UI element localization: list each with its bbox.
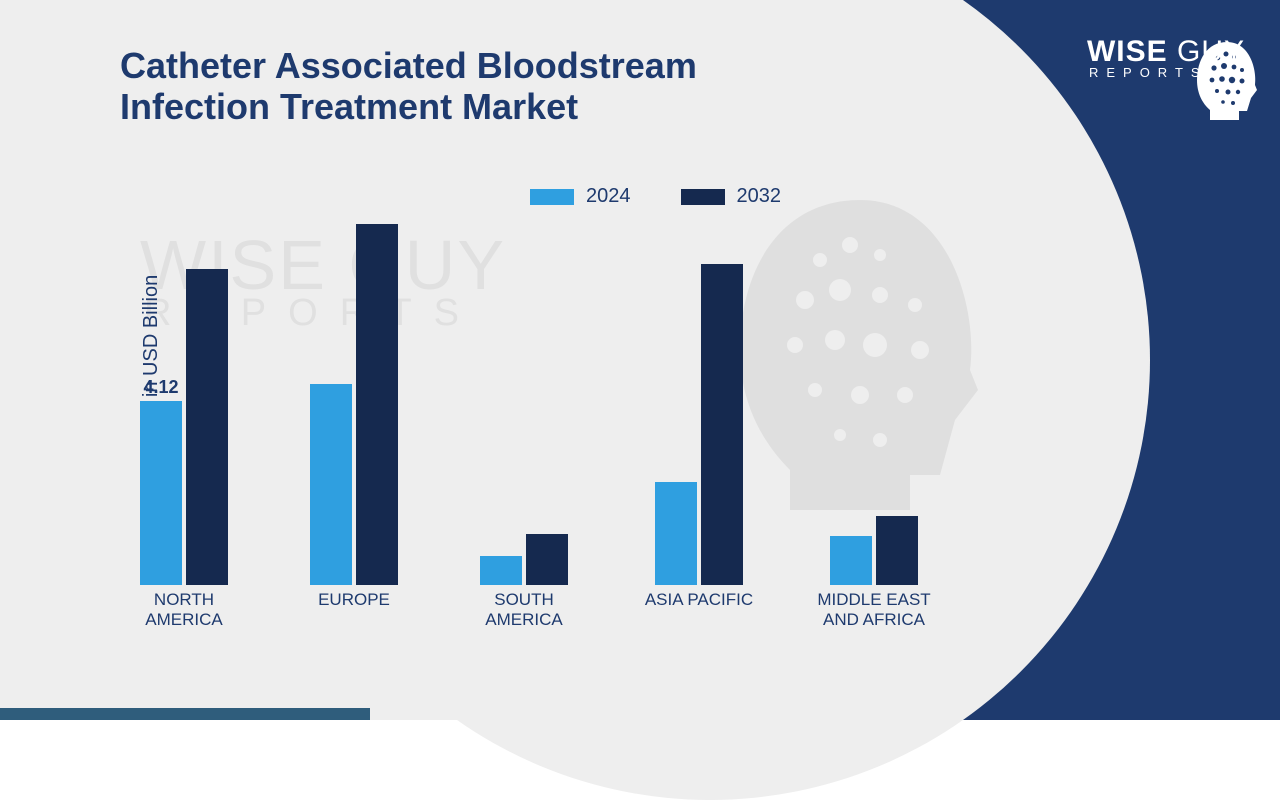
bar: [310, 384, 352, 585]
chart-title: Catheter Associated Bloodstream Infectio…: [120, 45, 740, 128]
x-axis-labels: NORTH AMERICA EUROPE SOUTH AMERICA ASIA PAC…: [110, 590, 960, 710]
x-axis-label: ASIA PACIFIC: [634, 590, 764, 610]
bar-group: [655, 264, 743, 585]
legend-swatch-2032: [681, 189, 725, 205]
legend-item-2024: 2024: [530, 185, 631, 208]
bar-group: [310, 224, 398, 585]
x-axis-label: SOUTH AMERICA: [459, 590, 589, 631]
data-label: 4.12: [143, 377, 178, 398]
bar-chart-plot: 4.12: [110, 215, 960, 585]
bar: [140, 401, 182, 585]
figure-canvas: WISE GUY REPORTS Catheter Associated Blo…: [0, 0, 1280, 720]
x-axis-label: MIDDLE EAST AND AFRICA: [809, 590, 939, 631]
x-axis-label: NORTH AMERICA: [119, 590, 249, 631]
x-axis-label: EUROPE: [289, 590, 419, 610]
bar-group: [140, 269, 228, 586]
legend-item-2032: 2032: [681, 185, 782, 208]
bar: [526, 534, 568, 585]
legend: 2024 2032: [530, 185, 781, 208]
bar: [186, 269, 228, 586]
bar: [830, 536, 872, 585]
bar-group: [830, 516, 918, 585]
bar: [876, 516, 918, 585]
legend-swatch-2024: [530, 189, 574, 205]
bar: [655, 482, 697, 585]
bar: [480, 556, 522, 585]
bar: [356, 224, 398, 585]
legend-label-2032: 2032: [737, 185, 782, 208]
bar-group: [480, 534, 568, 585]
legend-label-2024: 2024: [586, 185, 631, 208]
bar: [701, 264, 743, 585]
brand-logo: WISE GUY REPORTS: [1087, 35, 1245, 80]
